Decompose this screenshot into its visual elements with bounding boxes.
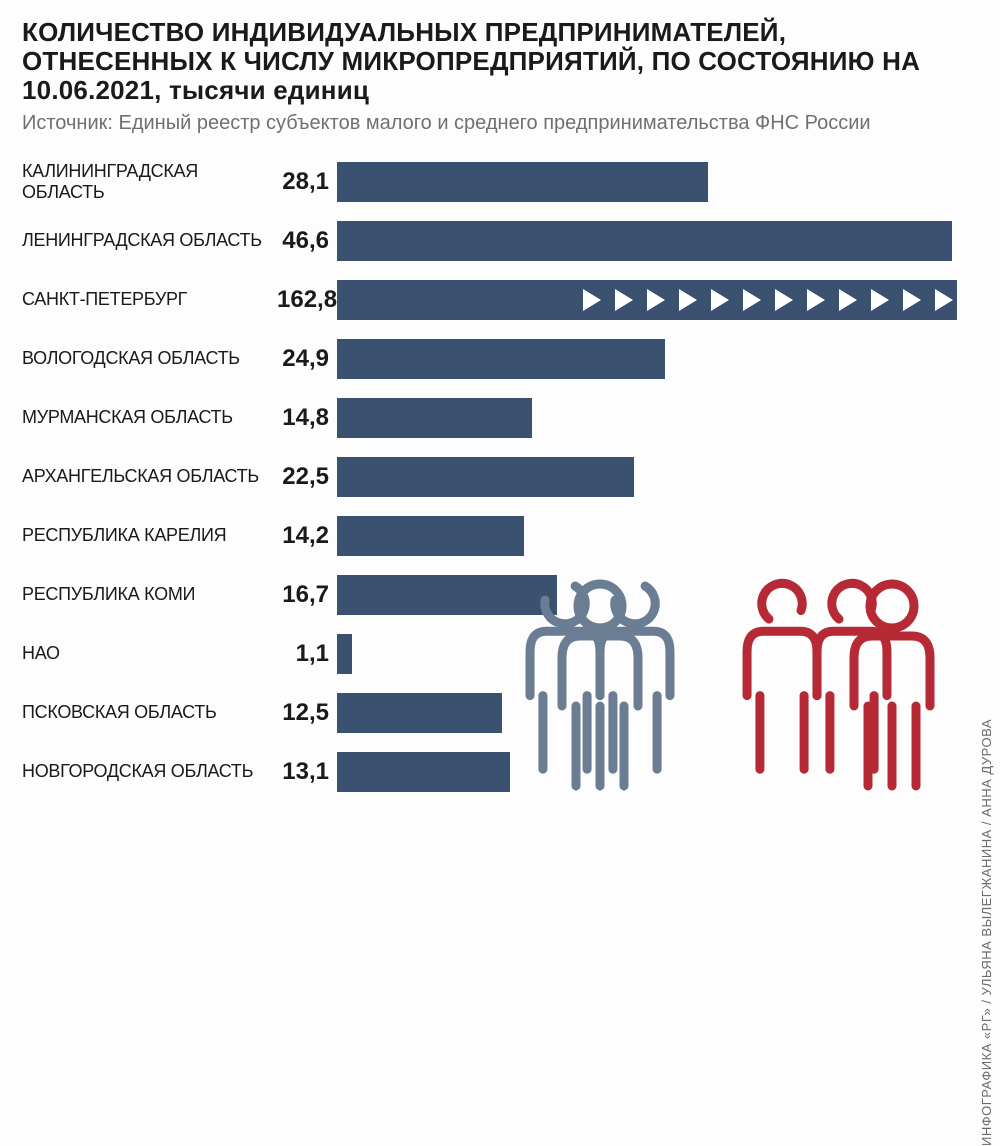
chart-row: САНКТ-ПЕТЕРБУРГ162,8 [22, 272, 978, 327]
region-label: ЛЕНИНГРАДСКАЯ ОБЛАСТЬ [22, 230, 277, 251]
bar-track [337, 339, 978, 379]
region-label: РЕСПУБЛИКА КОМИ [22, 584, 277, 605]
value-label: 1,1 [277, 640, 337, 668]
bar-track [337, 398, 978, 438]
region-label: МУРМАНСКАЯ ОБЛАСТЬ [22, 407, 277, 428]
bar-track [337, 162, 978, 202]
region-label: КАЛИНИНГРАДСКАЯ ОБЛАСТЬ [22, 161, 277, 203]
region-label: АРХАНГЕЛЬСКАЯ ОБЛАСТЬ [22, 466, 277, 487]
arrow-icon [807, 289, 825, 311]
arrow-icon [583, 289, 601, 311]
arrow-icon [903, 289, 921, 311]
arrow-icon [647, 289, 665, 311]
bar-track [337, 575, 978, 615]
chart-row: КАЛИНИНГРАДСКАЯ ОБЛАСТЬ28,1 [22, 154, 978, 209]
bar-chart: КАЛИНИНГРАДСКАЯ ОБЛАСТЬ28,1ЛЕНИНГРАДСКАЯ… [22, 154, 978, 799]
credit-text: ИНФОГРАФИКА «РГ» / УЛЬЯНА ВЫЛЕГЖАНИНА / … [979, 719, 994, 1146]
bar-track [337, 693, 978, 733]
overflow-arrows [569, 280, 957, 320]
region-label: САНКТ-ПЕТЕРБУРГ [22, 289, 277, 310]
arrow-icon [935, 289, 953, 311]
value-label: 16,7 [277, 581, 337, 609]
bar-track [337, 221, 978, 261]
bar-track [337, 752, 978, 792]
bar [337, 221, 952, 261]
value-label: 24,9 [277, 345, 337, 373]
chart-row: МУРМАНСКАЯ ОБЛАСТЬ14,8 [22, 390, 978, 445]
bar [337, 162, 708, 202]
value-label: 28,1 [277, 168, 337, 196]
arrow-icon [839, 289, 857, 311]
bar [337, 280, 957, 320]
chart-row: РЕСПУБЛИКА КОМИ16,7 [22, 567, 978, 622]
infographic-container: КОЛИЧЕСТВО ИНДИВИДУАЛЬНЫХ ПРЕДПРИНИМАТЕЛ… [0, 0, 1000, 799]
value-label: 162,8 [277, 286, 337, 314]
chart-row: ЛЕНИНГРАДСКАЯ ОБЛАСТЬ46,6 [22, 213, 978, 268]
value-label: 22,5 [277, 463, 337, 491]
region-label: ВОЛОГОДСКАЯ ОБЛАСТЬ [22, 348, 277, 369]
chart-row: НАО1,1 [22, 626, 978, 681]
bar [337, 634, 352, 674]
chart-row: ВОЛОГОДСКАЯ ОБЛАСТЬ24,9 [22, 331, 978, 386]
bar-track [337, 457, 978, 497]
region-label: НОВГОРОДСКАЯ ОБЛАСТЬ [22, 761, 277, 782]
chart-row: ПСКОВСКАЯ ОБЛАСТЬ12,5 [22, 685, 978, 740]
arrow-icon [743, 289, 761, 311]
value-label: 14,8 [277, 404, 337, 432]
bar [337, 575, 557, 615]
arrow-icon [711, 289, 729, 311]
bar-track [337, 516, 978, 556]
bar-track [337, 280, 978, 320]
arrow-icon [775, 289, 793, 311]
chart-title: КОЛИЧЕСТВО ИНДИВИДУАЛЬНЫХ ПРЕДПРИНИМАТЕЛ… [22, 18, 978, 105]
bar [337, 457, 634, 497]
arrow-icon [615, 289, 633, 311]
bar [337, 693, 502, 733]
value-label: 46,6 [277, 227, 337, 255]
value-label: 14,2 [277, 522, 337, 550]
bar [337, 752, 510, 792]
chart-row: НОВГОРОДСКАЯ ОБЛАСТЬ13,1 [22, 744, 978, 799]
value-label: 13,1 [277, 758, 337, 786]
chart-source: Источник: Единый реестр субъектов малого… [22, 111, 978, 136]
bar-track [337, 634, 978, 674]
value-label: 12,5 [277, 699, 337, 727]
bar [337, 339, 665, 379]
arrow-icon [871, 289, 889, 311]
arrow-icon [679, 289, 697, 311]
bar [337, 516, 524, 556]
region-label: РЕСПУБЛИКА КАРЕЛИЯ [22, 525, 277, 546]
region-label: ПСКОВСКАЯ ОБЛАСТЬ [22, 702, 277, 723]
chart-row: РЕСПУБЛИКА КАРЕЛИЯ14,2 [22, 508, 978, 563]
chart-row: АРХАНГЕЛЬСКАЯ ОБЛАСТЬ22,5 [22, 449, 978, 504]
bar [337, 398, 532, 438]
region-label: НАО [22, 643, 277, 664]
